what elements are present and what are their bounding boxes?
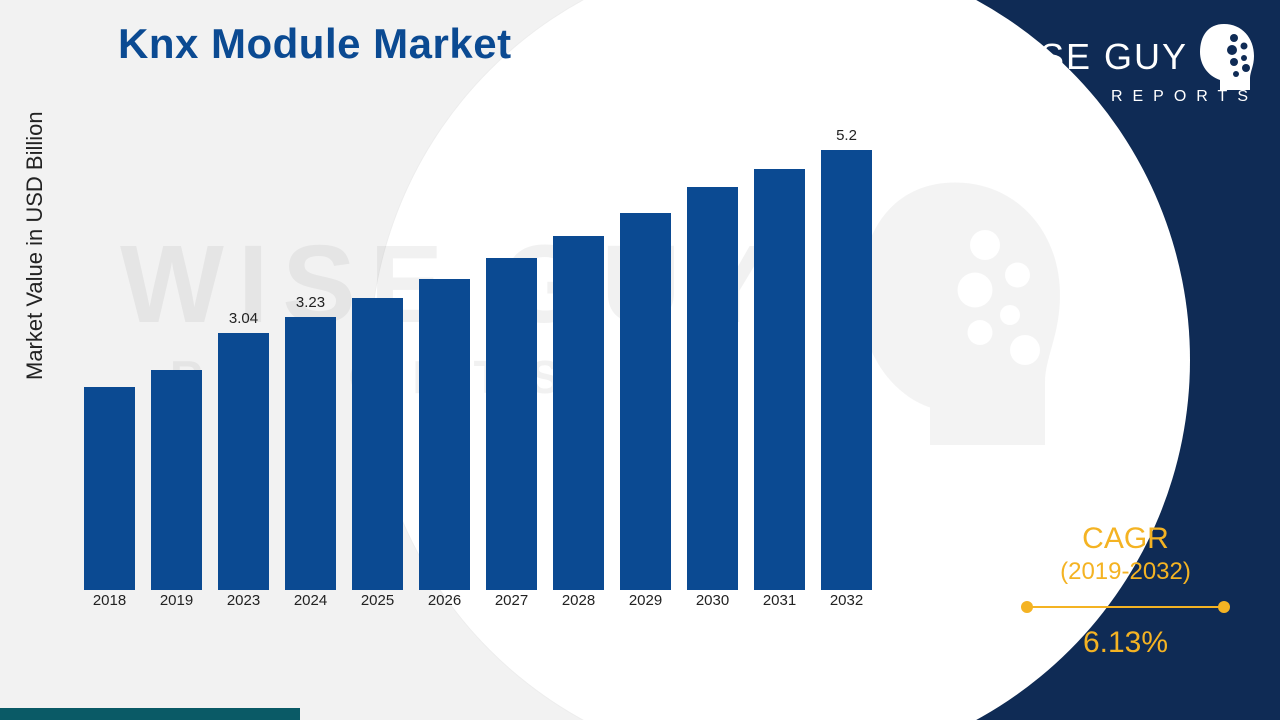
brain-head-icon: [1194, 22, 1258, 92]
bar: [419, 279, 470, 590]
page: WISE GUY REPORTS Knx Module Market Marke…: [0, 0, 1280, 720]
bar-2026: [419, 279, 470, 590]
bar-2030: [687, 187, 738, 590]
bar-2029: [620, 213, 671, 590]
x-tick: 2029: [620, 592, 671, 622]
bar-2027: [486, 258, 537, 590]
bar: [285, 317, 336, 590]
logo-text-main: WISE GUY: [992, 36, 1188, 78]
x-tick: 2018: [84, 592, 135, 622]
x-tick: 2031: [754, 592, 805, 622]
y-axis-label: Market Value in USD Billion: [22, 111, 48, 380]
chart-title: Knx Module Market: [118, 20, 512, 68]
bar: [553, 236, 604, 590]
x-axis-ticks: 2018 2019 2023 2024 2025 2026 2027 2028 2029 2030…: [78, 592, 878, 622]
bar: [486, 258, 537, 590]
bar-2023: 3.04: [218, 333, 269, 590]
cagr-divider: [1027, 606, 1224, 608]
bar: [821, 150, 872, 590]
x-tick: 2026: [419, 592, 470, 622]
x-tick: 2024: [285, 592, 336, 622]
x-tick: 2030: [687, 592, 738, 622]
x-tick: 2025: [352, 592, 403, 622]
bar-2018: [84, 387, 135, 590]
cagr-value: 6.13%: [1023, 626, 1228, 660]
bar: [620, 213, 671, 590]
bar: [754, 169, 805, 590]
bar-chart: 3.04 3.23 5.2: [78, 150, 878, 590]
bar: [218, 333, 269, 590]
bar-value-label: 5.2: [836, 127, 857, 144]
bar-value-label: 3.04: [229, 310, 258, 327]
brand-logo: WISE GUY REPORTS: [992, 22, 1258, 106]
bar-2032: 5.2: [821, 150, 872, 590]
cagr-period: (2019-2032): [1023, 558, 1228, 586]
cagr-title: CAGR: [1023, 522, 1228, 556]
cagr-block: CAGR (2019-2032) 6.13%: [1023, 522, 1228, 660]
bar-value-label: 3.23: [296, 294, 325, 311]
bar-2028: [553, 236, 604, 590]
x-tick: 2019: [151, 592, 202, 622]
bar-2031: [754, 169, 805, 590]
bar: [84, 387, 135, 590]
x-tick: 2028: [553, 592, 604, 622]
bar: [151, 370, 202, 590]
x-tick: 2027: [486, 592, 537, 622]
footer-accent-strip: [0, 708, 300, 720]
bar: [352, 298, 403, 590]
bar-2019: [151, 370, 202, 590]
bar-2024: 3.23: [285, 317, 336, 590]
x-tick: 2023: [218, 592, 269, 622]
bar: [687, 187, 738, 590]
bar-2025: [352, 298, 403, 590]
x-tick: 2032: [821, 592, 872, 622]
